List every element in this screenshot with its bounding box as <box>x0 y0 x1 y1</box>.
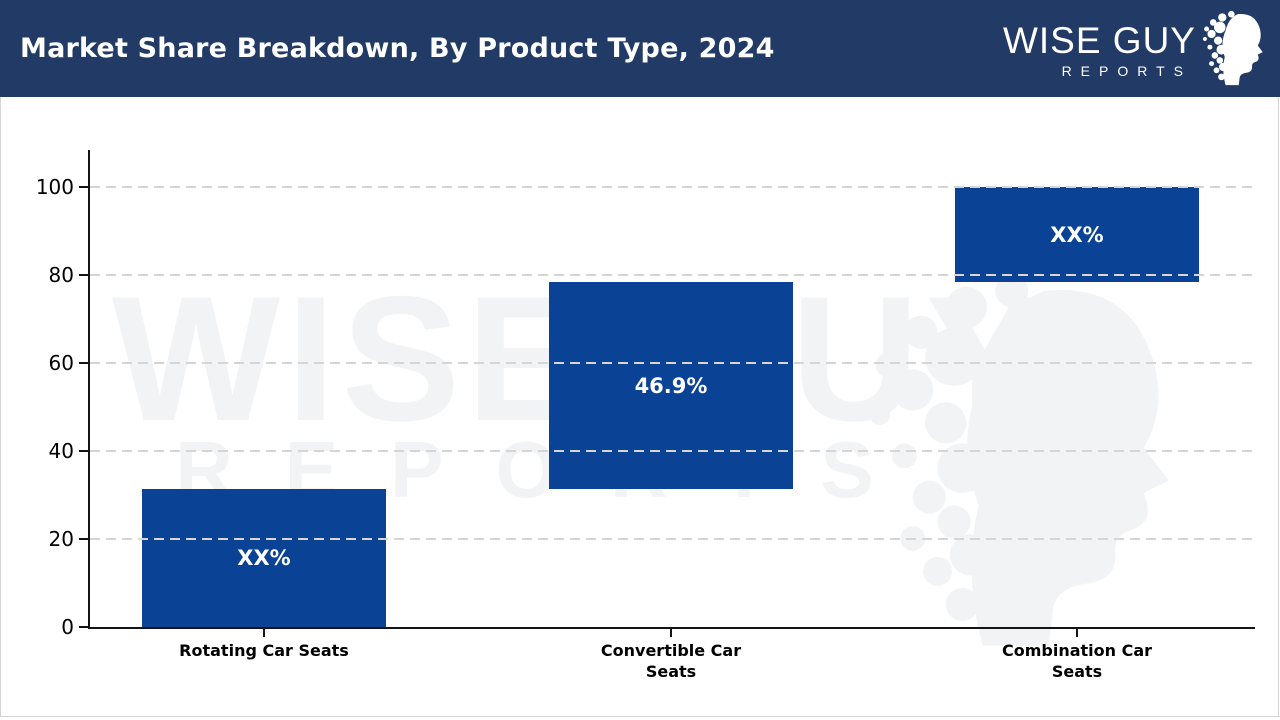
x-category-label-1: Rotating Car Seats <box>179 641 349 660</box>
frame-left <box>0 97 1 717</box>
y-tick-label-80: 80 <box>48 263 74 287</box>
x-category-label-3: Combination Car Seats <box>1001 641 1153 681</box>
page-title: Market Share Breakdown, By Product Type,… <box>20 33 775 64</box>
y-tick-60 <box>79 362 88 364</box>
x-tick-1 <box>263 629 265 637</box>
x-axis-line <box>88 627 1255 629</box>
bar-value-label: XX% <box>1050 222 1104 247</box>
y-tick-20 <box>79 538 88 540</box>
y-tick-label-40: 40 <box>48 439 74 463</box>
y-tick-80 <box>79 274 88 276</box>
y-tick-100 <box>79 186 88 188</box>
frame-right <box>1278 97 1279 717</box>
header-bar: Market Share Breakdown, By Product Type,… <box>0 0 1280 97</box>
x-category-label-2: Convertible Car Seats <box>600 641 742 681</box>
bar-1: XX% <box>142 488 386 627</box>
y-tick-label-20: 20 <box>48 527 74 551</box>
bar-value-label: XX% <box>237 545 291 570</box>
y-tick-label-0: 0 <box>61 615 74 639</box>
x-tick-3 <box>1076 629 1078 637</box>
y-tick-label-100: 100 <box>35 175 74 199</box>
y-tick-0 <box>79 626 88 628</box>
frame-bottom <box>0 716 1280 717</box>
wise-guy-reports-logo: WISE GUY REPORTS <box>1003 0 1268 97</box>
x-tick-2 <box>670 629 672 637</box>
logo-head-icon <box>1202 10 1263 86</box>
bar-2: 46.9% <box>549 282 793 489</box>
y-axis-line <box>88 150 90 629</box>
bar-value-label: 46.9% <box>634 373 708 398</box>
logo-wordmark: WISE GUY <box>1002 20 1196 61</box>
y-tick-40 <box>79 450 88 452</box>
bar-3: XX% <box>955 187 1199 283</box>
logo-reports-text: REPORTS <box>1061 63 1192 79</box>
y-tick-label-60: 60 <box>48 351 74 375</box>
